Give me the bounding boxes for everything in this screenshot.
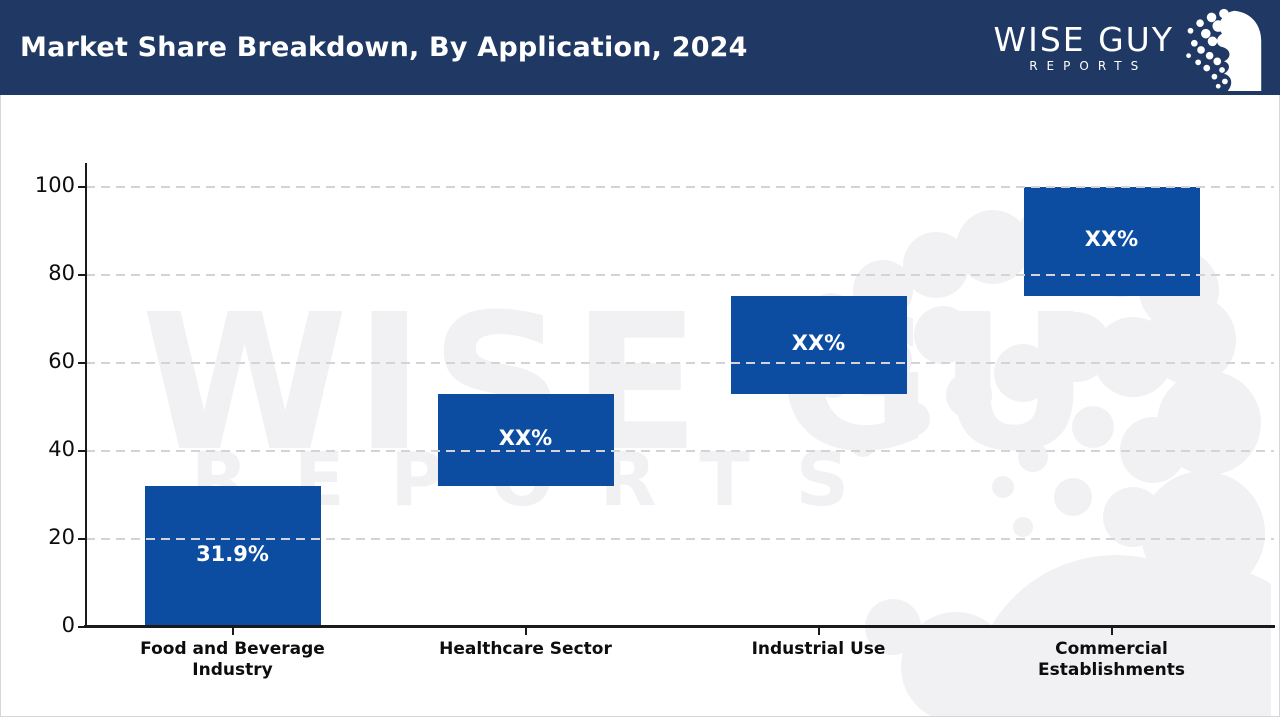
y-axis-tick xyxy=(78,273,86,276)
x-category-label: Food and Beverage Industry xyxy=(140,639,325,680)
y-tick-label: 80 xyxy=(48,260,75,285)
logo-wordmark-sub: REPORTS xyxy=(1029,58,1148,73)
x-axis-tick xyxy=(817,627,820,635)
header-bar: Market Share Breakdown, By Application, … xyxy=(0,0,1280,95)
bar-value-label: XX% xyxy=(498,425,553,450)
logo-wordmark-main: WISE GUY xyxy=(993,19,1174,59)
y-axis-tick xyxy=(78,449,86,452)
y-axis-tick xyxy=(78,625,86,628)
x-category-label: Healthcare Sector xyxy=(439,639,612,659)
x-axis-tick xyxy=(1110,627,1113,635)
y-axis-tick xyxy=(78,361,86,364)
y-tick-label: 0 xyxy=(61,612,75,637)
bar xyxy=(144,486,321,627)
bar-value-label: 31.9% xyxy=(196,542,269,567)
y-tick-label: 60 xyxy=(48,348,75,373)
y-axis-line xyxy=(85,163,87,628)
y-tick-label: 100 xyxy=(34,173,75,197)
chart-title: Market Share Breakdown, By Application, … xyxy=(20,32,748,63)
x-axis-line xyxy=(84,625,1275,628)
x-category-label: Commercial Establishments xyxy=(1038,639,1185,680)
x-axis-tick xyxy=(524,627,527,635)
y-axis-tick xyxy=(78,537,86,540)
y-gridline xyxy=(86,361,1274,364)
bar-value-label: XX% xyxy=(1084,227,1139,252)
y-gridline xyxy=(86,449,1274,452)
y-axis-tick xyxy=(78,186,86,188)
y-gridline xyxy=(86,537,1274,540)
y-tick-label: 40 xyxy=(48,436,75,461)
x-category-label: Industrial Use xyxy=(751,639,886,659)
y-gridline xyxy=(86,273,1274,276)
y-gridline xyxy=(86,186,1274,188)
y-tick-label: 20 xyxy=(48,524,75,549)
bar-value-label: XX% xyxy=(791,330,846,355)
logo-wordmark: WISE GUY REPORTS xyxy=(993,19,1174,73)
bar xyxy=(437,393,614,487)
wise-guy-logo: WISE GUY REPORTS xyxy=(993,5,1266,91)
logo-face-icon xyxy=(1186,8,1262,91)
x-axis-tick xyxy=(231,627,234,635)
